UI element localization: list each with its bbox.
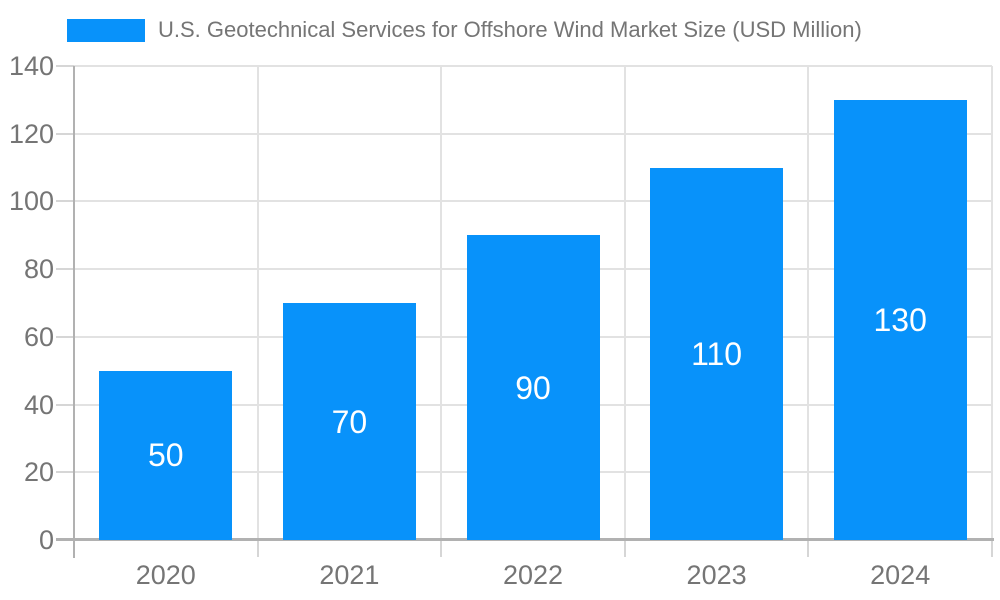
bar[interactable] — [650, 167, 784, 540]
bar-value-label: 110 — [691, 335, 743, 372]
x-axis-label: 2020 — [135, 560, 196, 590]
x-tick-mark — [991, 541, 993, 557]
x-tick-mark — [807, 541, 810, 557]
x-gridline — [256, 66, 259, 540]
y-axis-label: 20 — [23, 457, 54, 488]
x-gridline — [991, 66, 993, 540]
x-axis-label: 2022 — [502, 560, 564, 590]
y-tick-mark — [56, 132, 74, 135]
y-tick-mark — [56, 200, 74, 203]
y-axis-line — [73, 66, 75, 558]
chart-title: U.S. Geotechnical Services for Offshore … — [158, 17, 862, 42]
bar-value-label: 50 — [148, 437, 184, 474]
bar-value-label: 90 — [515, 369, 551, 406]
y-gridline — [74, 200, 992, 203]
y-tick-mark — [56, 268, 74, 271]
chart-legend[interactable]: U.S. Geotechnical Services for Offshore … — [67, 14, 862, 46]
x-gridline — [440, 66, 443, 540]
bar[interactable] — [833, 99, 967, 540]
y-axis-label: 120 — [8, 118, 54, 149]
x-axis-label: 2023 — [686, 560, 747, 590]
x-axis-label: 2021 — [319, 560, 380, 590]
x-tick-mark — [256, 541, 259, 557]
y-tick-mark — [56, 335, 74, 338]
bar[interactable] — [466, 235, 600, 540]
x-gridline — [807, 66, 810, 540]
y-tick-mark — [56, 403, 74, 406]
y-tick-mark — [56, 471, 74, 474]
y-gridline — [74, 132, 992, 135]
y-axis-label: 40 — [23, 389, 54, 420]
y-axis-label: 80 — [23, 254, 54, 285]
y-axis-label: 100 — [8, 186, 54, 217]
x-axis-label: 2024 — [870, 560, 931, 590]
bar-value-label: 70 — [331, 403, 368, 440]
y-axis-label: 60 — [23, 321, 54, 352]
y-axis-label: 140 — [8, 51, 54, 81]
bar[interactable] — [99, 370, 233, 540]
legend-swatch-icon — [67, 18, 145, 42]
x-tick-mark — [623, 541, 626, 557]
y-gridline — [74, 65, 992, 67]
x-gridline — [623, 66, 626, 540]
y-tick-mark — [56, 65, 74, 67]
y-axis-label: 0 — [38, 525, 54, 555]
bar[interactable] — [282, 303, 416, 540]
bar-value-label: 130 — [873, 301, 927, 338]
x-tick-mark — [440, 541, 443, 557]
